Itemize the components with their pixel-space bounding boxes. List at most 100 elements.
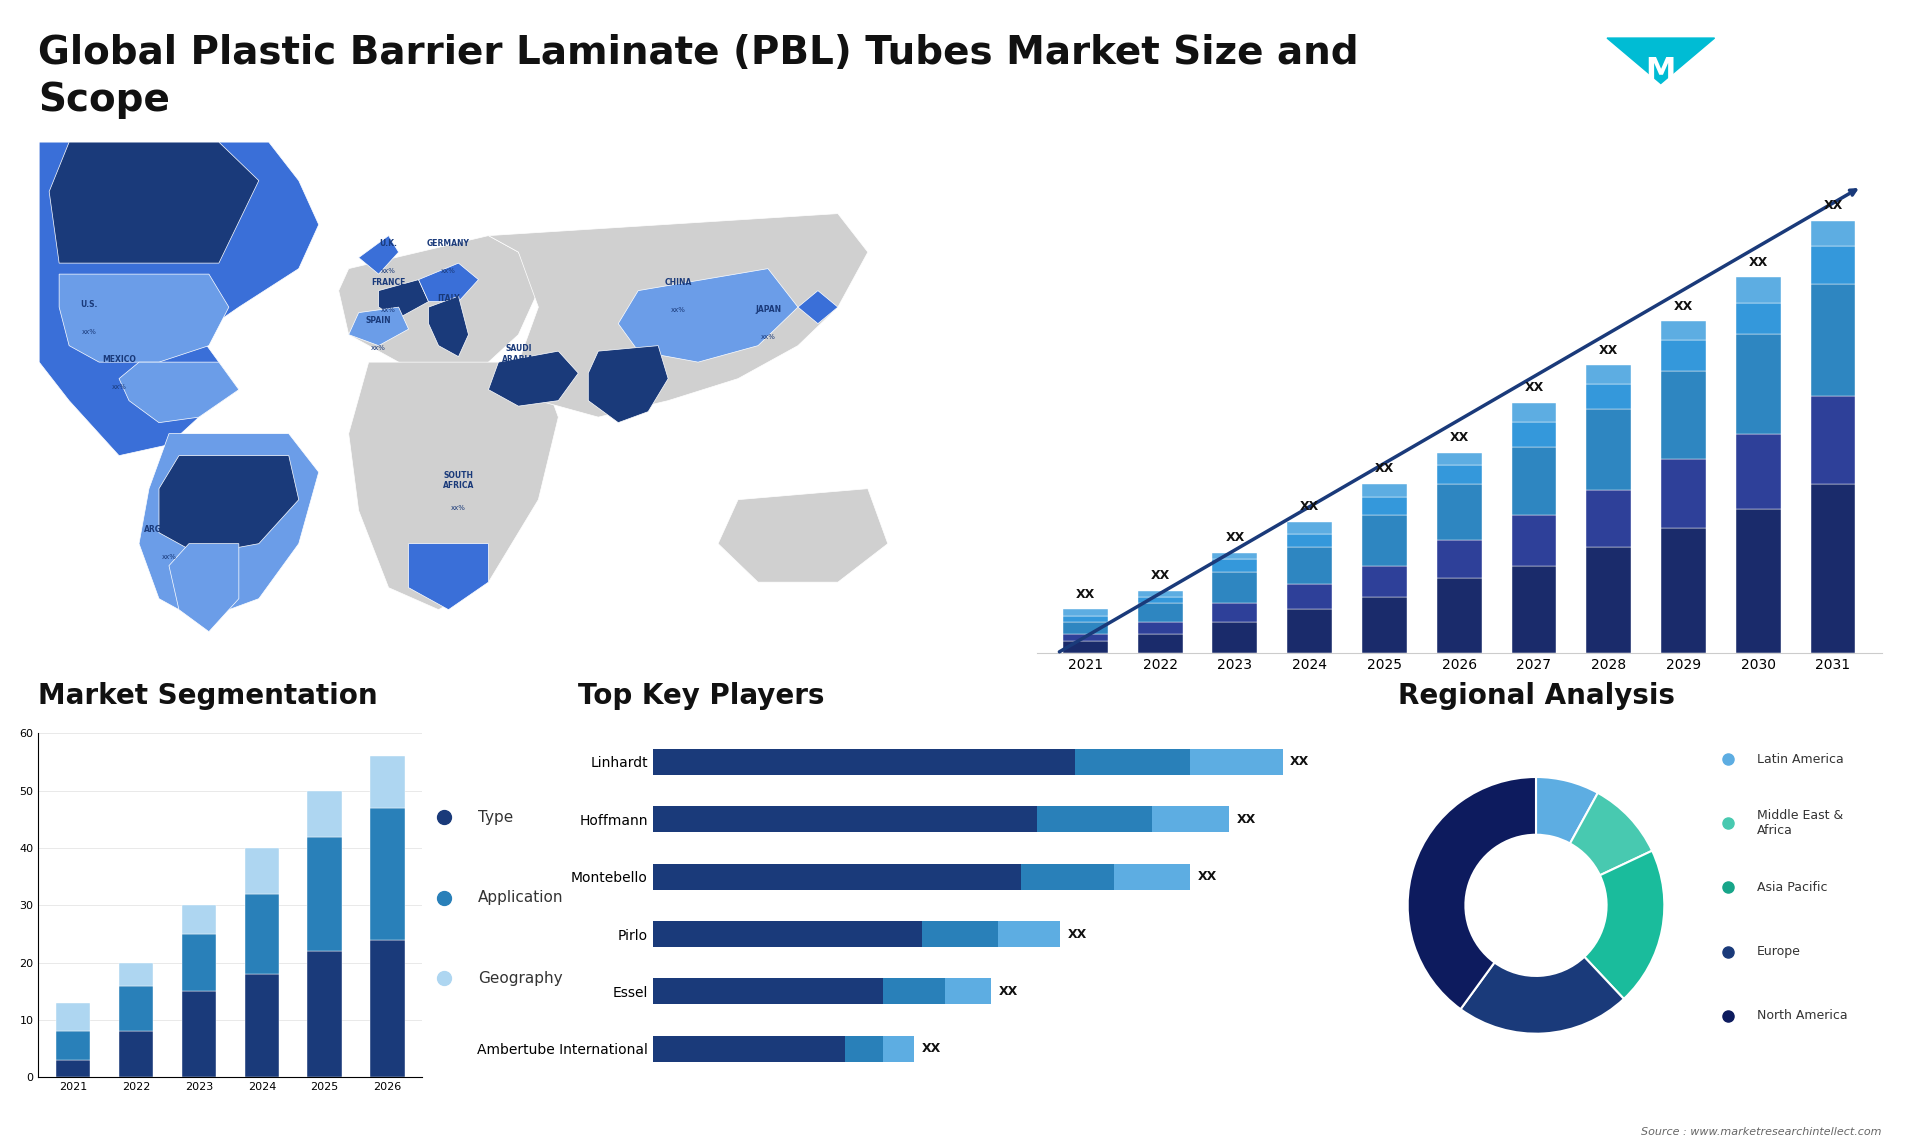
Text: xx%: xx% xyxy=(371,345,386,352)
Text: Source : www.marketresearchintellect.com: Source : www.marketresearchintellect.com xyxy=(1642,1127,1882,1137)
Text: XX: XX xyxy=(1075,588,1094,601)
Polygon shape xyxy=(349,362,559,610)
Polygon shape xyxy=(588,346,668,423)
Text: XX: XX xyxy=(922,1042,941,1055)
Bar xyxy=(998,921,1060,947)
Bar xyxy=(883,979,945,1004)
Bar xyxy=(653,749,1075,775)
Bar xyxy=(1286,521,1332,534)
Text: xx%: xx% xyxy=(442,268,455,274)
Text: Geography: Geography xyxy=(478,971,563,986)
Bar xyxy=(653,1036,845,1061)
Bar xyxy=(1736,434,1780,509)
Text: XX: XX xyxy=(1290,755,1309,769)
Wedge shape xyxy=(1571,793,1651,876)
Bar xyxy=(1213,572,1258,603)
Bar xyxy=(1511,565,1557,653)
Bar xyxy=(845,1036,883,1061)
Text: xx%: xx% xyxy=(451,505,467,511)
Text: MEXICO: MEXICO xyxy=(102,355,136,364)
Bar xyxy=(1586,409,1632,490)
Bar xyxy=(1286,584,1332,610)
Bar xyxy=(1661,460,1705,528)
Text: XX: XX xyxy=(1450,431,1469,445)
Bar xyxy=(1661,371,1705,460)
Text: xx%: xx% xyxy=(670,307,685,313)
Text: Regional Analysis: Regional Analysis xyxy=(1398,682,1674,709)
Wedge shape xyxy=(1536,777,1597,843)
Bar xyxy=(371,756,405,808)
Text: ARGENTINA: ARGENTINA xyxy=(144,525,194,534)
Bar xyxy=(1075,749,1190,775)
Bar xyxy=(1190,749,1283,775)
Bar xyxy=(1436,541,1482,578)
Bar xyxy=(653,807,1037,832)
Bar xyxy=(1152,807,1229,832)
Wedge shape xyxy=(1584,850,1665,999)
Bar xyxy=(1361,597,1407,653)
Text: SOUTH
AFRICA: SOUTH AFRICA xyxy=(444,471,474,490)
Text: Global Plastic Barrier Laminate (PBL) Tubes Market Size and
Scope: Global Plastic Barrier Laminate (PBL) Tu… xyxy=(38,34,1359,119)
Text: xx%: xx% xyxy=(161,555,177,560)
Bar xyxy=(1436,578,1482,653)
Bar xyxy=(1661,528,1705,653)
Bar xyxy=(307,791,342,837)
Bar xyxy=(1064,641,1108,653)
Polygon shape xyxy=(359,236,399,274)
Polygon shape xyxy=(718,488,887,582)
Bar xyxy=(1286,547,1332,584)
Text: XX: XX xyxy=(1599,344,1619,356)
Bar xyxy=(1811,284,1855,397)
Bar xyxy=(1037,807,1152,832)
Text: xx%: xx% xyxy=(192,494,205,500)
Bar xyxy=(56,1003,90,1031)
Bar xyxy=(1139,597,1183,603)
Bar xyxy=(1139,622,1183,635)
Bar xyxy=(1213,559,1258,572)
Wedge shape xyxy=(1407,777,1536,1010)
Text: Middle East &
Africa: Middle East & Africa xyxy=(1757,809,1843,838)
Bar xyxy=(1213,622,1258,653)
Polygon shape xyxy=(119,362,238,423)
Text: Market Segmentation: Market Segmentation xyxy=(38,682,378,709)
Text: xx%: xx% xyxy=(83,329,96,335)
Polygon shape xyxy=(409,543,488,610)
Text: XX: XX xyxy=(1674,299,1693,313)
Bar xyxy=(1511,516,1557,565)
Text: Latin America: Latin America xyxy=(1757,753,1843,766)
Bar xyxy=(371,808,405,940)
Bar xyxy=(1586,366,1632,384)
Polygon shape xyxy=(138,433,319,621)
Text: SPAIN: SPAIN xyxy=(367,316,392,325)
Text: XX: XX xyxy=(1068,927,1087,941)
Bar xyxy=(1361,496,1407,516)
Polygon shape xyxy=(38,142,319,456)
Bar xyxy=(1661,321,1705,340)
Bar xyxy=(1286,534,1332,547)
Bar xyxy=(1811,221,1855,246)
Text: xx%: xx% xyxy=(111,384,127,390)
Bar xyxy=(1511,422,1557,447)
Wedge shape xyxy=(1461,957,1624,1034)
Text: XX: XX xyxy=(1824,199,1843,212)
Bar xyxy=(119,1031,154,1077)
Bar xyxy=(56,1060,90,1077)
Bar xyxy=(922,921,998,947)
Text: Asia Pacific: Asia Pacific xyxy=(1757,881,1828,894)
Bar xyxy=(653,921,922,947)
Bar xyxy=(1736,303,1780,333)
Bar xyxy=(1436,465,1482,484)
Text: Application: Application xyxy=(478,890,564,905)
Bar xyxy=(1736,277,1780,303)
Polygon shape xyxy=(428,296,468,356)
Polygon shape xyxy=(349,307,409,346)
Text: XX: XX xyxy=(1236,813,1256,826)
Bar xyxy=(653,979,883,1004)
Text: MARKET
RESEARCH
INTELLECT: MARKET RESEARCH INTELLECT xyxy=(1755,39,1807,77)
Bar xyxy=(1021,864,1114,889)
Bar xyxy=(1736,333,1780,434)
Bar xyxy=(1064,622,1108,635)
Bar xyxy=(883,1036,914,1061)
Bar xyxy=(1661,340,1705,371)
Text: SAUDI
ARABIA: SAUDI ARABIA xyxy=(503,344,534,363)
